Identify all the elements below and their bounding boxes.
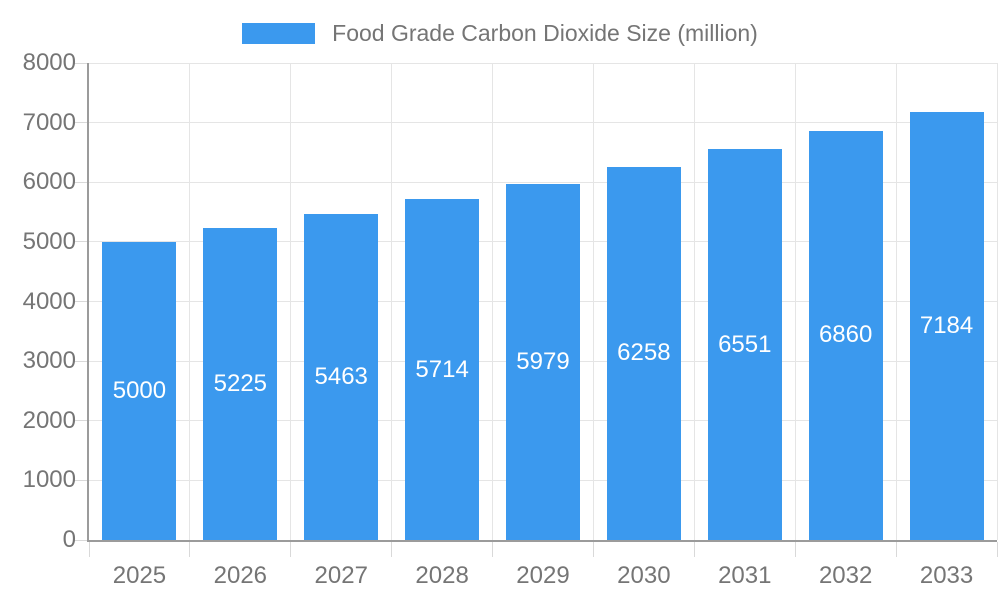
y-axis-tick bbox=[74, 539, 87, 541]
y-axis-tick bbox=[74, 360, 87, 362]
bar-value-label: 6258 bbox=[617, 339, 671, 367]
bar: 6860 bbox=[808, 130, 883, 540]
y-gridline bbox=[89, 122, 997, 124]
x-axis-tick bbox=[290, 542, 292, 557]
x-axis-tick bbox=[88, 542, 90, 557]
x-axis-tick bbox=[189, 542, 191, 557]
legend-swatch bbox=[242, 22, 316, 44]
bar-value-label: 5463 bbox=[314, 363, 368, 391]
bar: 5000 bbox=[102, 241, 177, 540]
bar: 6551 bbox=[707, 149, 782, 540]
x-gridline bbox=[996, 63, 998, 540]
x-gridline bbox=[592, 63, 594, 540]
x-tick-label: 2029 bbox=[516, 562, 570, 589]
bar-value-label: 5979 bbox=[516, 347, 570, 375]
x-gridline bbox=[895, 63, 897, 540]
bar-value-label: 6551 bbox=[718, 330, 772, 358]
y-tick-label: 0 bbox=[62, 526, 76, 553]
bar: 5225 bbox=[203, 228, 278, 540]
bar-value-label: 5000 bbox=[112, 376, 167, 404]
x-tick-label: 2026 bbox=[213, 562, 268, 589]
y-axis-tick bbox=[74, 181, 87, 183]
x-gridline bbox=[693, 63, 695, 540]
x-gridline bbox=[189, 63, 191, 540]
bar-value-label: 5225 bbox=[213, 370, 268, 398]
bar-value-label: 6860 bbox=[818, 321, 873, 349]
y-tick-label: 7000 bbox=[22, 108, 76, 136]
x-gridline bbox=[391, 63, 393, 540]
legend-item[interactable]: Food Grade Carbon Dioxide Size (million) bbox=[0, 19, 1000, 46]
x-tick-label: 2031 bbox=[718, 562, 772, 589]
y-axis-tick bbox=[74, 122, 87, 124]
x-axis-tick bbox=[895, 542, 897, 557]
y-axis-tick bbox=[74, 420, 87, 422]
y-tick-label: 2000 bbox=[22, 406, 76, 434]
bar-value-label: 7184 bbox=[919, 311, 974, 339]
x-axis-tick bbox=[592, 542, 594, 557]
bar: 5463 bbox=[304, 214, 379, 540]
y-tick-label: 6000 bbox=[22, 168, 76, 196]
x-tick-label: 2030 bbox=[617, 562, 671, 589]
bar-value-label: 5714 bbox=[415, 355, 469, 383]
plot-area: 5000 5225 5463 5714 5979 6258 6551 6860 7184 bbox=[74, 62, 998, 557]
x-axis-tick bbox=[996, 542, 998, 557]
y-axis-tick bbox=[74, 479, 87, 481]
bar: 5979 bbox=[506, 183, 580, 540]
bar: 5714 bbox=[405, 199, 480, 540]
y-axis-tick bbox=[74, 241, 87, 243]
bar: 6258 bbox=[606, 166, 681, 540]
x-gridline bbox=[794, 63, 796, 540]
y-tick-label: 1000 bbox=[22, 466, 76, 494]
x-tick-label: 2027 bbox=[314, 562, 368, 589]
y-tick-label: 4000 bbox=[22, 287, 76, 315]
x-axis-tick bbox=[391, 542, 393, 557]
x-tick-label: 2032 bbox=[818, 562, 873, 589]
y-tick-label: 8000 bbox=[22, 49, 76, 76]
x-axis-tick bbox=[794, 542, 796, 557]
bar: 7184 bbox=[909, 111, 984, 540]
legend-label: Food Grade Carbon Dioxide Size (million) bbox=[332, 19, 758, 46]
x-axis-tick bbox=[693, 542, 695, 557]
x-tick-label: 2025 bbox=[112, 562, 167, 589]
y-axis-tick bbox=[74, 301, 87, 302]
y-axis-tick bbox=[74, 62, 87, 64]
y-tick-label: 5000 bbox=[22, 227, 76, 255]
y-gridline bbox=[89, 181, 997, 183]
x-gridline bbox=[492, 63, 494, 540]
y-tick-label: 3000 bbox=[22, 347, 76, 375]
x-tick-label: 2028 bbox=[415, 562, 469, 589]
x-gridline bbox=[290, 63, 292, 540]
x-tick-label: 2033 bbox=[919, 562, 974, 589]
x-axis-tick bbox=[492, 542, 494, 557]
y-gridline bbox=[89, 62, 997, 64]
